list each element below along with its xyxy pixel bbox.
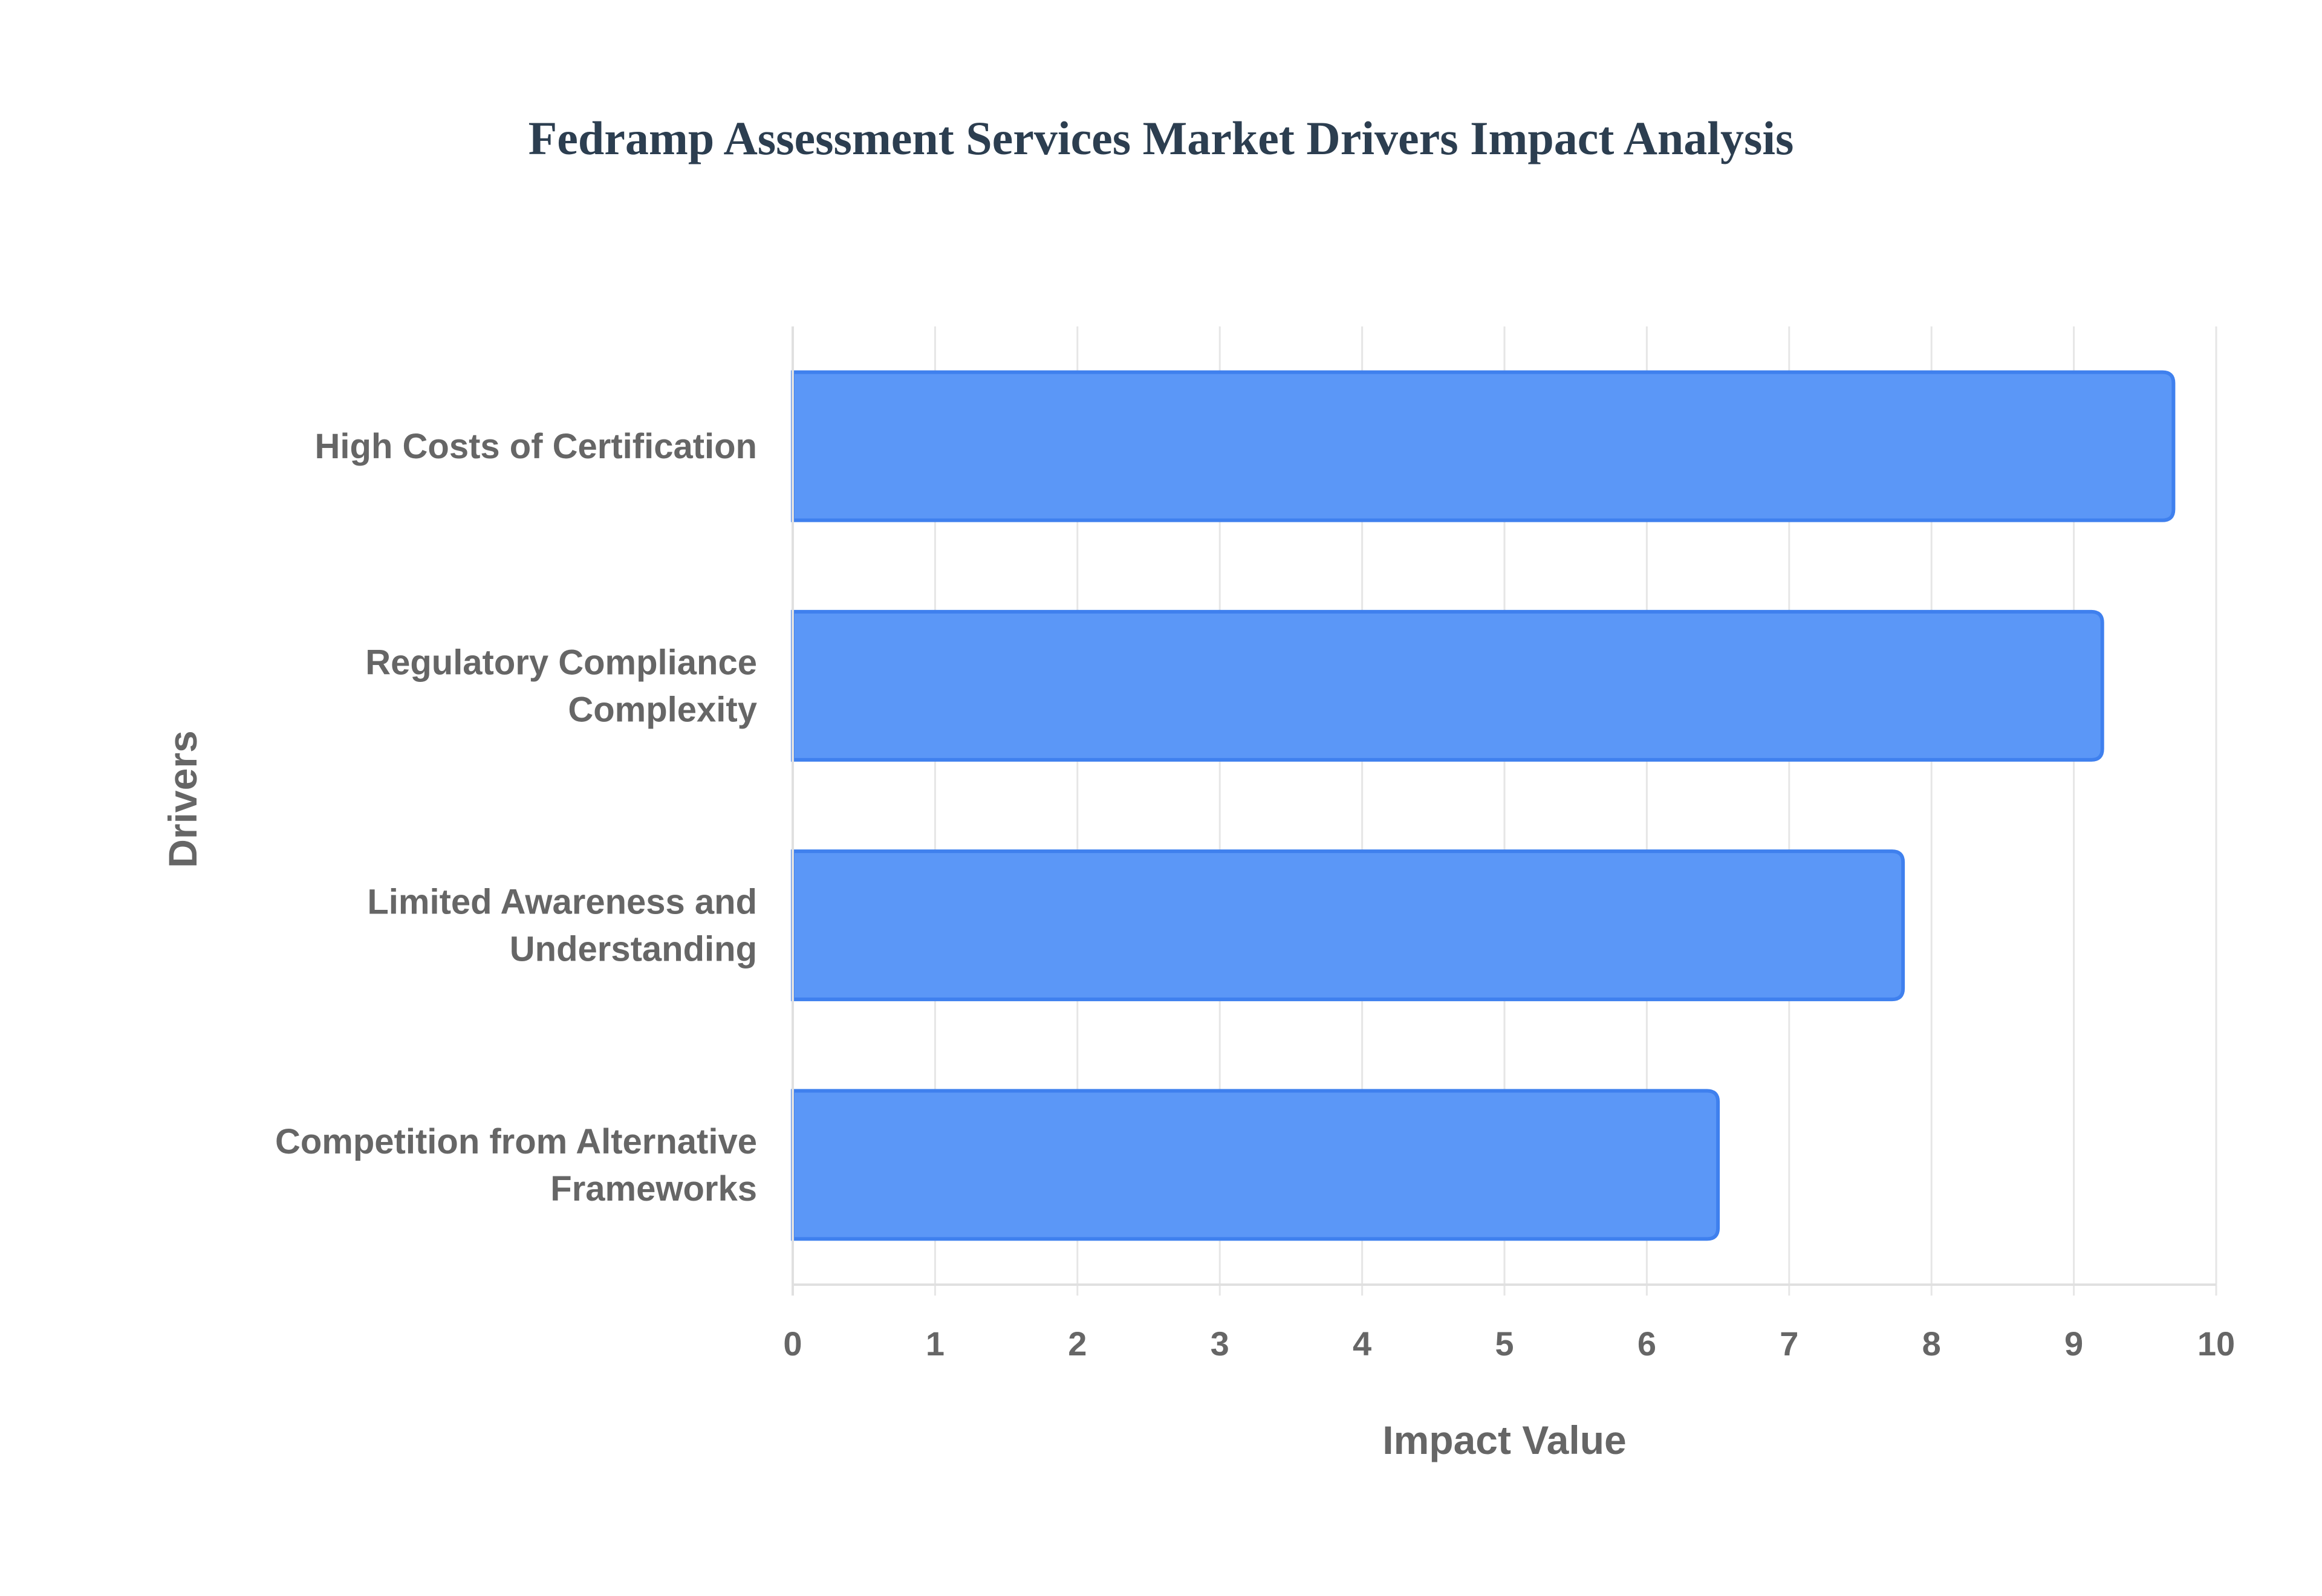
x-tick-labels: 0 1 2 3 4 5 6 7 8 9 10: [783, 1325, 2235, 1363]
x-tick-label-4: 4: [1353, 1325, 1371, 1363]
category-label-2-line-1: Understanding: [510, 930, 757, 969]
bar-0: [791, 370, 2176, 522]
category-label-1-line-1: Complexity: [568, 690, 757, 729]
x-axis-title: Impact Value: [1382, 1418, 1627, 1462]
x-tick-label-3: 3: [1211, 1325, 1229, 1363]
bar-1: [791, 609, 2104, 762]
bar-3: [791, 1089, 1720, 1241]
x-tick-label-9: 9: [2064, 1325, 2083, 1363]
x-tick-label-6: 6: [1637, 1325, 1656, 1363]
category-label-0: High Costs of Certification: [315, 427, 757, 466]
category-label-3: Competition from Alternative Frameworks: [275, 1122, 757, 1208]
x-tick-label-1: 1: [926, 1325, 945, 1363]
category-label-3-line-0: Competition from Alternative: [275, 1122, 757, 1161]
axes: [792, 326, 2216, 1296]
x-tick-label-2: 2: [1068, 1325, 1087, 1363]
x-tick-label-5: 5: [1495, 1325, 1514, 1363]
y-axis-title: Drivers: [160, 730, 205, 868]
category-label-0-line-0: High Costs of Certification: [315, 427, 757, 466]
category-label-1-line-0: Regulatory Compliance: [365, 643, 757, 682]
bars: [791, 370, 2176, 1241]
category-labels: High Costs of Certification Regulatory Co…: [275, 427, 757, 1208]
bar-2: [791, 849, 1905, 1002]
x-tick-label-8: 8: [1922, 1325, 1941, 1363]
category-label-1: Regulatory Compliance Complexity: [365, 643, 757, 729]
category-label-2-line-0: Limited Awareness and: [367, 883, 757, 922]
x-tick-label-0: 0: [783, 1325, 802, 1363]
x-tick-label-10: 10: [2197, 1325, 2235, 1363]
chart-title: Fedramp Assessment Services Market Drive…: [528, 112, 1794, 164]
category-label-2: Limited Awareness and Understanding: [367, 883, 757, 969]
category-label-3-line-1: Frameworks: [550, 1169, 757, 1208]
x-tick-label-7: 7: [1780, 1325, 1798, 1363]
